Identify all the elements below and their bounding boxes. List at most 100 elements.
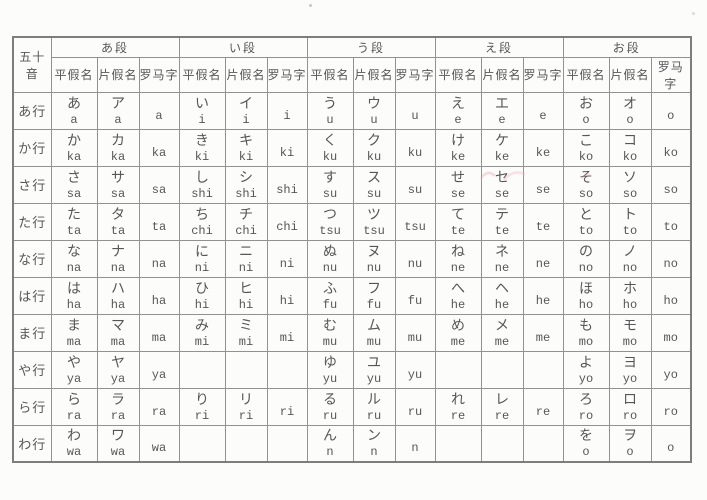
katakana-romaji: fu: [366, 297, 382, 312]
hiragana-cell: さ sa: [50, 165, 98, 204]
romaji-value: o: [667, 108, 675, 123]
romaji-cell: ma: [138, 313, 180, 352]
romaji-value: re: [535, 404, 551, 419]
subheader-hiragana: 平假名: [50, 56, 98, 93]
katakana-char: ル: [367, 391, 381, 408]
romaji-value: se: [535, 182, 551, 197]
hiragana-cell: や ya: [50, 350, 98, 389]
katakana-cell: ス su: [352, 165, 396, 204]
romaji-cell: tsu: [394, 202, 436, 241]
katakana-cell: ホ ho: [608, 276, 652, 315]
katakana-char: ハ: [111, 280, 125, 297]
empty-cell: [434, 350, 482, 389]
hiragana-char: す: [323, 169, 337, 186]
katakana-char: サ: [111, 169, 125, 186]
header-group-row: 五十音 あ段 い段 う段 え段 お段: [12, 36, 692, 93]
romaji-cell: ya: [138, 350, 180, 389]
romaji-value: hi: [279, 293, 295, 308]
katakana-romaji: sa: [110, 186, 126, 201]
katakana-romaji: ru: [366, 408, 382, 423]
romaji-value: ko: [663, 145, 678, 160]
romaji-value: ku: [407, 145, 423, 160]
katakana-char: セ: [495, 169, 509, 186]
subheader-romaji: 罗马字: [266, 56, 308, 93]
katakana-romaji: nu: [366, 260, 382, 275]
column-group-header: お段: [562, 36, 692, 58]
hiragana-romaji: ta: [66, 223, 82, 238]
hiragana-cell: ち chi: [178, 202, 226, 241]
katakana-romaji: to: [622, 223, 638, 238]
hiragana-cell: そ so: [562, 165, 610, 204]
hiragana-romaji: se: [450, 186, 466, 201]
katakana-cell: マ ma: [96, 313, 140, 352]
hiragana-romaji: o: [582, 445, 590, 460]
katakana-romaji: he: [494, 297, 510, 312]
katakana-char: ソ: [623, 169, 637, 186]
column-group-header: い段: [178, 36, 308, 58]
hiragana-cell: つ tsu: [306, 202, 354, 241]
hiragana-cell: へ he: [434, 276, 482, 315]
katakana-cell: リ ri: [224, 387, 268, 426]
hiragana-char: は: [67, 280, 81, 297]
romaji-cell: he: [522, 276, 564, 315]
katakana-char: イ: [239, 95, 253, 112]
romaji-cell: ne: [522, 239, 564, 278]
katakana-romaji: e: [498, 112, 506, 127]
hiragana-romaji: i: [198, 112, 206, 127]
katakana-char: ト: [623, 206, 637, 223]
romaji-cell: ko: [650, 128, 692, 167]
katakana-romaji: yu: [366, 371, 382, 386]
katakana-cell: ヒ hi: [224, 276, 268, 315]
hiragana-cell: ま ma: [50, 313, 98, 352]
romaji-value: ni: [279, 256, 295, 271]
katakana-romaji: no: [622, 260, 638, 275]
romaji-cell: me: [522, 313, 564, 352]
hiragana-char: つ: [323, 206, 337, 223]
katakana-cell: ム mu: [352, 313, 396, 352]
hiragana-cell: る ru: [306, 387, 354, 426]
empty-cell: [224, 350, 268, 389]
katakana-char: シ: [239, 169, 253, 186]
katakana-cell: ミ mi: [224, 313, 268, 352]
hiragana-char: て: [451, 206, 465, 223]
hiragana-char: ふ: [323, 280, 337, 297]
romaji-value: ka: [151, 145, 167, 160]
katakana-cell: ト to: [608, 202, 652, 241]
row-label: な行: [12, 239, 52, 278]
romaji-cell: a: [138, 91, 180, 130]
table-row: な行な na ナ na na に ni ニ ni ni ぬ nu ヌ nu nu ね ne ネ ne ne の no ノ no…: [12, 239, 692, 278]
column-group-header: え段: [434, 36, 564, 58]
table-row: あ行あ a ア a a い i イ i i う u ウ u u え e エ e e お o オ o o: [12, 91, 692, 130]
katakana-char: ヌ: [367, 243, 381, 260]
romaji-cell: fu: [394, 276, 436, 315]
hiragana-char: る: [323, 391, 337, 408]
katakana-cell: レ re: [480, 387, 524, 426]
romaji-cell: nu: [394, 239, 436, 278]
katakana-romaji: ne: [494, 260, 510, 275]
hiragana-char: う: [323, 95, 337, 112]
empty-cell: [480, 350, 524, 389]
katakana-cell: ヘ he: [480, 276, 524, 315]
romaji-cell: ri: [266, 387, 308, 426]
hiragana-romaji: wa: [66, 445, 82, 460]
katakana-cell: メ me: [480, 313, 524, 352]
hiragana-romaji: hi: [194, 297, 210, 312]
hiragana-char: こ: [579, 132, 593, 149]
hiragana-romaji: na: [66, 260, 82, 275]
katakana-cell: テ te: [480, 202, 524, 241]
romaji-value: su: [407, 182, 423, 197]
katakana-cell: ヤ ya: [96, 350, 140, 389]
hiragana-char: ん: [323, 428, 337, 445]
romaji-value: ha: [151, 293, 167, 308]
katakana-cell: シ shi: [224, 165, 268, 204]
katakana-cell: ラ ra: [96, 387, 140, 426]
corner-cell: 五十音: [12, 36, 52, 93]
romaji-cell: ru: [394, 387, 436, 426]
katakana-romaji: ha: [110, 297, 126, 312]
